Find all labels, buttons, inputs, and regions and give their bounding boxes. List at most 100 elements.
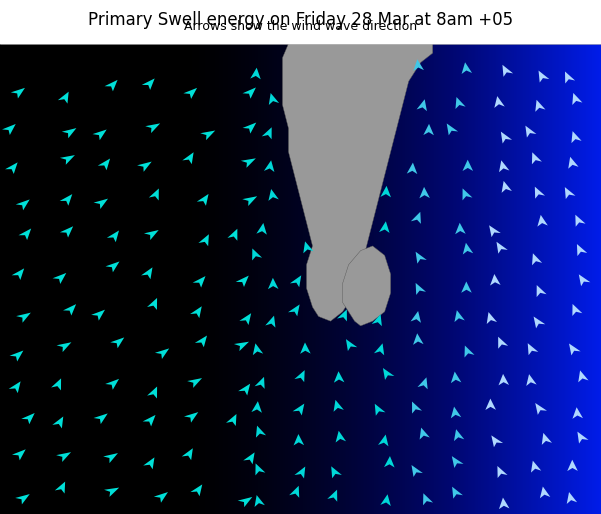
Polygon shape (572, 131, 582, 143)
Polygon shape (494, 96, 505, 108)
Polygon shape (182, 448, 193, 460)
Polygon shape (565, 187, 576, 199)
Polygon shape (144, 230, 159, 240)
Polygon shape (51, 378, 61, 391)
Polygon shape (531, 461, 542, 472)
Polygon shape (463, 160, 473, 171)
Polygon shape (452, 456, 463, 468)
Polygon shape (147, 298, 157, 310)
Polygon shape (423, 124, 434, 135)
Polygon shape (243, 452, 255, 464)
Polygon shape (577, 244, 587, 256)
Polygon shape (491, 435, 503, 447)
Polygon shape (452, 487, 463, 499)
Polygon shape (59, 194, 72, 206)
Polygon shape (255, 495, 265, 507)
Polygon shape (462, 62, 472, 74)
Polygon shape (261, 127, 272, 139)
Polygon shape (137, 161, 151, 172)
Polygon shape (11, 88, 25, 99)
Polygon shape (294, 370, 305, 382)
Polygon shape (423, 493, 433, 505)
Polygon shape (499, 498, 510, 509)
Polygon shape (300, 342, 311, 354)
Polygon shape (251, 401, 262, 413)
Polygon shape (55, 482, 65, 493)
Polygon shape (418, 377, 428, 389)
Polygon shape (454, 310, 465, 322)
Polygon shape (569, 343, 581, 355)
Polygon shape (502, 65, 513, 77)
Polygon shape (269, 93, 279, 105)
Polygon shape (19, 229, 31, 240)
Polygon shape (380, 186, 391, 197)
Polygon shape (578, 432, 588, 444)
Polygon shape (143, 457, 154, 469)
Polygon shape (103, 453, 118, 463)
Polygon shape (410, 311, 421, 323)
Polygon shape (10, 351, 23, 361)
Polygon shape (498, 374, 509, 386)
Polygon shape (241, 158, 256, 168)
Polygon shape (447, 123, 458, 135)
Polygon shape (567, 492, 577, 504)
Polygon shape (5, 162, 17, 174)
Polygon shape (91, 309, 105, 321)
Polygon shape (289, 486, 299, 498)
Polygon shape (537, 215, 548, 227)
Polygon shape (579, 274, 590, 286)
Polygon shape (193, 276, 206, 288)
Polygon shape (412, 401, 422, 414)
Polygon shape (293, 403, 304, 415)
Polygon shape (455, 223, 466, 234)
Polygon shape (567, 460, 578, 471)
Polygon shape (489, 225, 501, 237)
Polygon shape (380, 494, 391, 506)
Polygon shape (498, 466, 507, 478)
Polygon shape (16, 313, 31, 323)
Polygon shape (250, 68, 261, 79)
Polygon shape (16, 199, 29, 210)
Polygon shape (264, 160, 275, 172)
Polygon shape (242, 196, 257, 206)
Polygon shape (234, 342, 249, 351)
Polygon shape (184, 412, 198, 423)
Polygon shape (419, 428, 430, 439)
Polygon shape (255, 464, 266, 475)
Polygon shape (496, 242, 508, 254)
Polygon shape (451, 407, 462, 418)
Text: Arrows show the wind wave direction: Arrows show the wind wave direction (184, 20, 417, 33)
Polygon shape (183, 88, 197, 99)
Polygon shape (149, 189, 159, 200)
Polygon shape (8, 381, 20, 393)
Polygon shape (502, 181, 512, 193)
Polygon shape (182, 152, 194, 164)
Polygon shape (490, 274, 501, 286)
Polygon shape (486, 398, 496, 410)
Polygon shape (197, 194, 209, 206)
Polygon shape (537, 285, 546, 297)
Polygon shape (416, 283, 426, 295)
Polygon shape (335, 431, 346, 443)
Polygon shape (451, 372, 462, 383)
Polygon shape (227, 229, 237, 241)
Polygon shape (569, 157, 579, 169)
Polygon shape (52, 416, 63, 429)
Polygon shape (499, 160, 510, 172)
Polygon shape (304, 242, 314, 253)
Polygon shape (94, 413, 108, 424)
Polygon shape (463, 188, 472, 200)
Polygon shape (94, 198, 108, 209)
Polygon shape (328, 490, 337, 502)
Polygon shape (572, 93, 582, 105)
Polygon shape (200, 131, 215, 140)
Polygon shape (538, 70, 549, 83)
Polygon shape (416, 252, 427, 264)
Polygon shape (154, 492, 168, 503)
Text: Primary Swell energy on Friday 28 Mar at 8am +05: Primary Swell energy on Friday 28 Mar at… (88, 11, 513, 29)
Polygon shape (379, 222, 389, 233)
Polygon shape (60, 155, 75, 165)
Polygon shape (294, 467, 305, 479)
Polygon shape (375, 404, 385, 416)
Polygon shape (256, 426, 266, 437)
